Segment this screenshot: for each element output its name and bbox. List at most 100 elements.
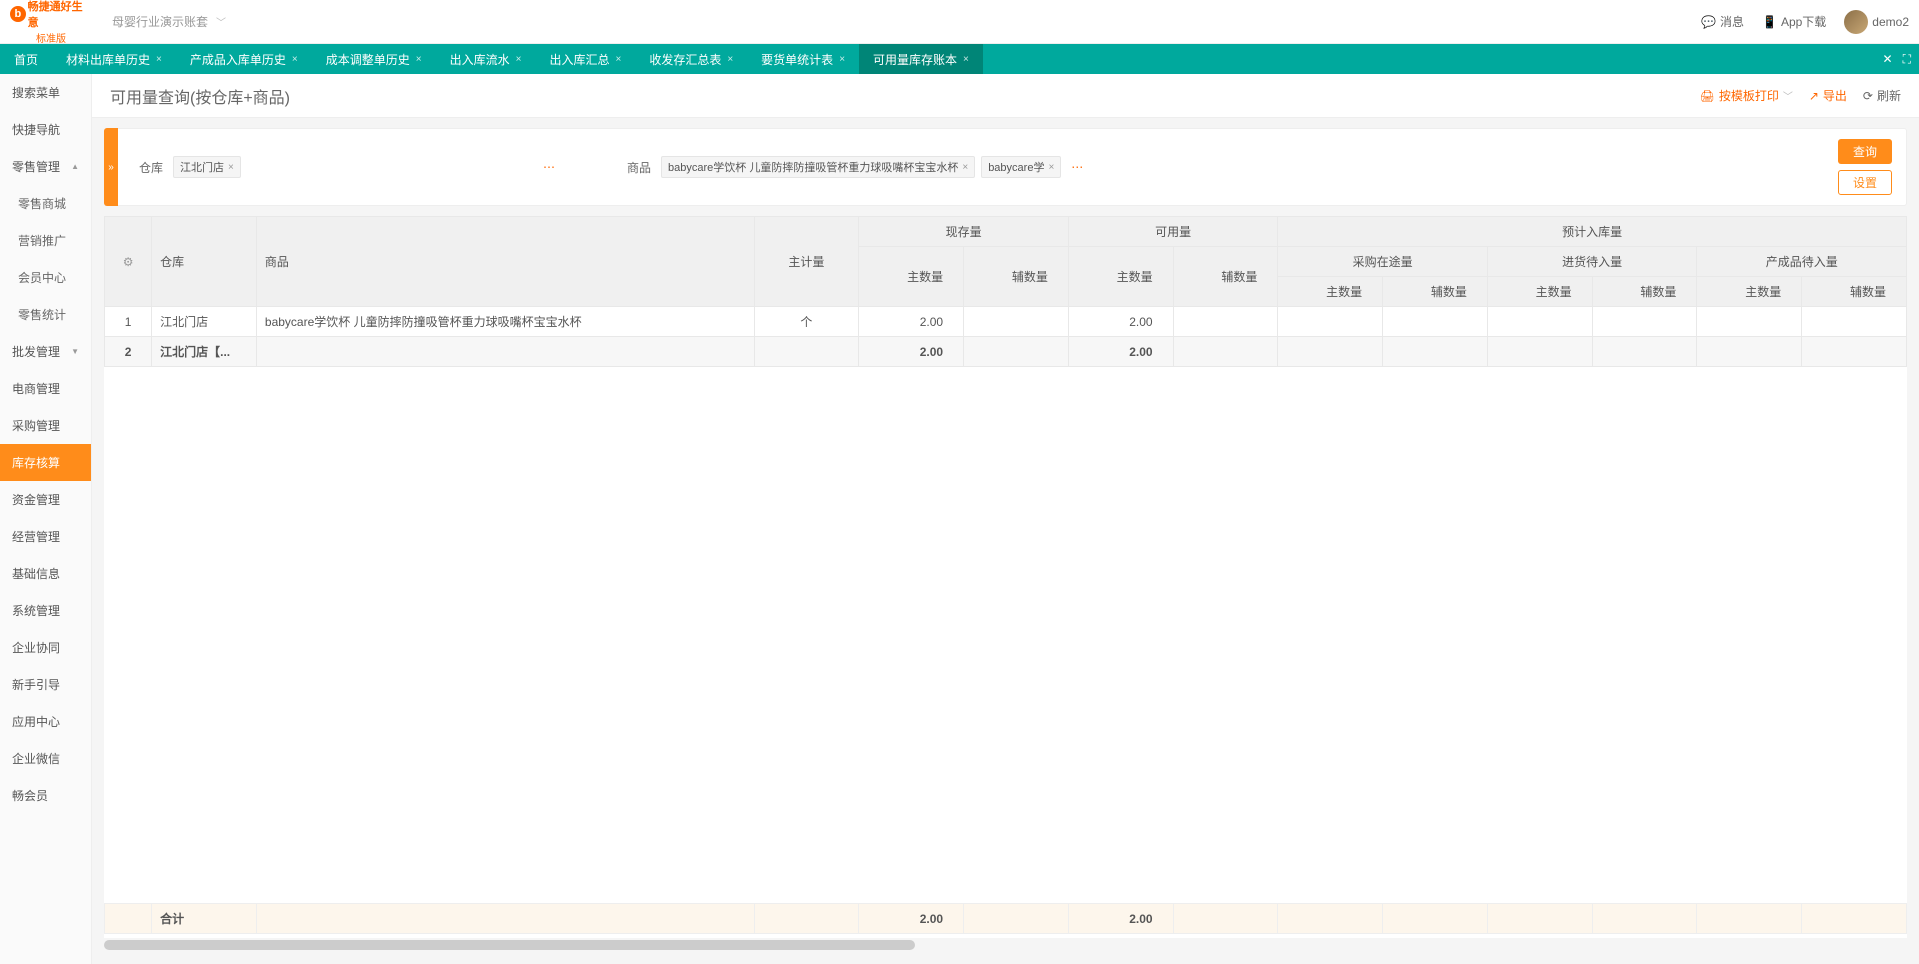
- fullscreen-icon[interactable]: ⛶: [1903, 52, 1911, 67]
- sidebar-item-label: 经营管理: [12, 528, 60, 545]
- sidebar-item[interactable]: 会员中心: [0, 259, 91, 296]
- filter-expand-toggle[interactable]: »: [104, 128, 118, 206]
- sidebar-item[interactable]: 零售商城: [0, 185, 91, 222]
- footer-total-label: 合计: [152, 904, 257, 934]
- close-icon[interactable]: ×: [292, 54, 298, 65]
- close-icon[interactable]: ×: [962, 162, 968, 173]
- tab[interactable]: 出入库汇总×: [535, 44, 635, 74]
- export-button[interactable]: ↗ 导出: [1809, 87, 1847, 104]
- close-all-icon[interactable]: ✕: [1883, 52, 1893, 66]
- sidebar-item[interactable]: 企业协同: [0, 629, 91, 666]
- filter-tag[interactable]: 江北门店×: [173, 156, 241, 178]
- product-more-icon[interactable]: ⋯: [1071, 160, 1085, 174]
- table-cell: 1: [105, 307, 152, 337]
- close-icon[interactable]: ×: [156, 54, 162, 65]
- tab[interactable]: 产成品入库单历史×: [176, 44, 312, 74]
- app-download-link[interactable]: 📱 App下载: [1762, 13, 1826, 30]
- warehouse-filter-input[interactable]: 江北门店×: [173, 156, 533, 178]
- close-icon[interactable]: ×: [1048, 162, 1054, 173]
- print-label: 按模板打印: [1719, 87, 1779, 104]
- app-download-label: App下载: [1781, 13, 1826, 30]
- sidebar-item[interactable]: 新手引导: [0, 666, 91, 703]
- close-icon[interactable]: ×: [416, 54, 422, 65]
- table-row[interactable]: 2江北门店【...2.002.00: [105, 337, 1907, 367]
- table-cell: 2.00: [859, 307, 964, 337]
- sidebar-item[interactable]: 应用中心: [0, 703, 91, 740]
- sidebar-item[interactable]: 资金管理: [0, 481, 91, 518]
- tab[interactable]: 收发存汇总表×: [635, 44, 747, 74]
- table-cell: [1383, 337, 1488, 367]
- tab[interactable]: 出入库流水 ×: [436, 44, 536, 74]
- warehouse-more-icon[interactable]: ⋯: [543, 160, 557, 174]
- top-header: b畅捷通好生意 标准版 母婴行业演示账套 ﹀ 💬 消息 📱 App下载 demo…: [0, 0, 1919, 44]
- sidebar-item[interactable]: 搜索菜单: [0, 74, 91, 111]
- sidebar-item[interactable]: 快捷导航: [0, 111, 91, 148]
- filter-tag[interactable]: babycare学×: [981, 156, 1061, 178]
- messages-link[interactable]: 💬 消息: [1701, 13, 1744, 30]
- sidebar-item[interactable]: 营销推广: [0, 222, 91, 259]
- col-stock-aux: 辅数量: [964, 247, 1069, 307]
- sidebar-item-label: 应用中心: [12, 713, 60, 730]
- sidebar-item[interactable]: 电商管理: [0, 370, 91, 407]
- col-avail-aux: 辅数量: [1173, 247, 1278, 307]
- sidebar-item[interactable]: 系统管理: [0, 592, 91, 629]
- account-selector[interactable]: 母婴行业演示账套 ﹀: [112, 13, 226, 30]
- page-header: 可用量查询(按仓库+商品) 🖨 按模板打印 ﹀ ↗ 导出 ⟳ 刷新: [92, 74, 1919, 118]
- close-icon[interactable]: ×: [228, 162, 234, 173]
- table-cell: [1802, 307, 1907, 337]
- close-icon[interactable]: ×: [615, 54, 621, 65]
- tab[interactable]: 成本调整单历史 ×: [312, 44, 436, 74]
- sidebar-item-label: 企业微信: [12, 750, 60, 767]
- header-actions: 💬 消息 📱 App下载 demo2: [1701, 10, 1909, 34]
- scrollbar-thumb[interactable]: [104, 940, 915, 950]
- sidebar-item[interactable]: 企业微信: [0, 740, 91, 777]
- close-icon[interactable]: ×: [839, 54, 845, 65]
- sidebar-item[interactable]: 基础信息: [0, 555, 91, 592]
- table-row[interactable]: 1江北门店babycare学饮杯 儿童防摔防撞吸管杯重力球吸嘴杯宝宝水杯个2.0…: [105, 307, 1907, 337]
- data-table: ⚙ 仓库 商品 主计量 现存量 可用量 预计入库量 主数量 辅数量 主数量: [104, 216, 1907, 952]
- tab[interactable]: 首页: [0, 44, 52, 74]
- sidebar-item-label: 新手引导: [12, 676, 60, 693]
- horizontal-scrollbar[interactable]: [104, 938, 1907, 952]
- sidebar-item[interactable]: 零售统计: [0, 296, 91, 333]
- sidebar-item-label: 采购管理: [12, 417, 60, 434]
- close-icon[interactable]: ×: [727, 54, 733, 65]
- filter-tag[interactable]: babycare学饮杯 儿童防摔防撞吸管杯重力球吸嘴杯宝宝水杯×: [661, 156, 975, 178]
- table-cell: [964, 307, 1069, 337]
- sidebar-item[interactable]: 采购管理: [0, 407, 91, 444]
- filter-bar: » 仓库 江北门店× ⋯ 商品 babycare学饮杯 儿童防摔防撞吸管杯重力球…: [104, 128, 1907, 206]
- sidebar-item-label: 畅会员: [12, 787, 48, 804]
- main-content: 可用量查询(按仓库+商品) 🖨 按模板打印 ﹀ ↗ 导出 ⟳ 刷新 »: [92, 74, 1919, 964]
- col-unit: 主计量: [754, 217, 859, 307]
- query-button[interactable]: 查询: [1838, 139, 1892, 164]
- product-filter-input[interactable]: babycare学饮杯 儿童防摔防撞吸管杯重力球吸嘴杯宝宝水杯× babycare…: [661, 156, 1061, 178]
- tab[interactable]: 可用量库存账本×: [859, 44, 983, 74]
- account-name: 母婴行业演示账套: [112, 13, 208, 30]
- gear-icon[interactable]: ⚙: [123, 255, 134, 269]
- sidebar-item[interactable]: 经营管理: [0, 518, 91, 555]
- table-cell: [1802, 337, 1907, 367]
- refresh-button[interactable]: ⟳ 刷新: [1863, 87, 1901, 104]
- sidebar-item[interactable]: 畅会员: [0, 777, 91, 814]
- close-icon[interactable]: ×: [963, 54, 969, 65]
- tab-label: 出入库流水: [450, 51, 510, 68]
- tab-label: 成本调整单历史: [326, 51, 410, 68]
- col-expected-in: 预计入库量: [1278, 217, 1907, 247]
- tab[interactable]: 材料出库单历史×: [52, 44, 176, 74]
- sidebar-item-label: 快捷导航: [12, 121, 60, 138]
- sidebar-item[interactable]: 批发管理▼: [0, 333, 91, 370]
- col-stock-main: 主数量: [859, 247, 964, 307]
- sidebar-item[interactable]: 库存核算: [0, 444, 91, 481]
- refresh-label: 刷新: [1877, 87, 1901, 104]
- col-available: 可用量: [1068, 217, 1278, 247]
- sidebar-item[interactable]: 零售管理▲: [0, 148, 91, 185]
- chevron-down-icon: ﹀: [216, 14, 226, 29]
- close-icon[interactable]: ×: [516, 54, 522, 65]
- phone-icon: 📱: [1762, 15, 1777, 29]
- table-cell: [256, 337, 754, 367]
- tab[interactable]: 要货单统计表×: [747, 44, 859, 74]
- settings-button[interactable]: 设置: [1838, 170, 1892, 195]
- print-button[interactable]: 🖨 按模板打印 ﹀: [1700, 87, 1793, 104]
- table-cell: [1592, 307, 1697, 337]
- user-menu[interactable]: demo2: [1844, 10, 1909, 34]
